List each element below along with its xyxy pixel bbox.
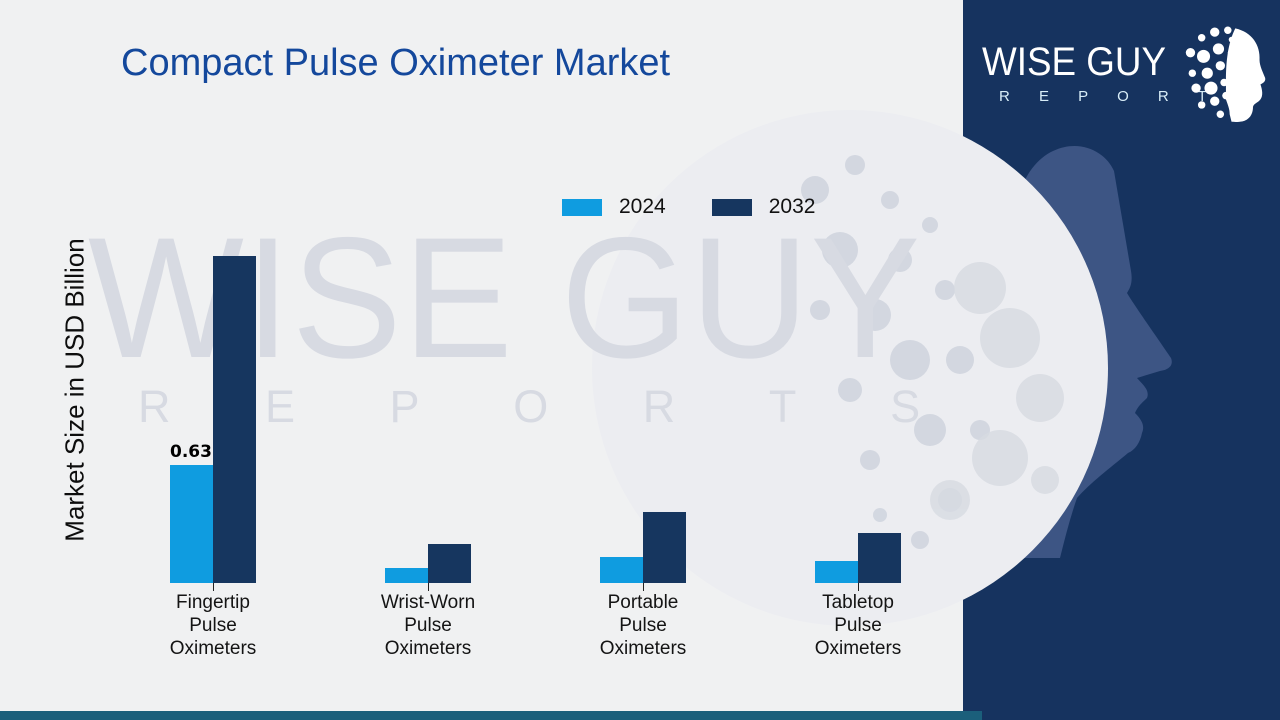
watermark-subtext: R E P O R T S	[138, 381, 962, 432]
bar-value-label: 0.63	[170, 442, 212, 462]
bar-group-3	[600, 512, 686, 583]
legend-item-2032[interactable]: 2032	[711, 195, 816, 219]
category-label-4: Tabletop Pulse Oximeters	[814, 592, 902, 659]
x-axis-tick	[428, 583, 429, 591]
bar-group-2	[385, 544, 471, 583]
bar-2032-category-2[interactable]	[428, 544, 471, 583]
dotted-head-profile-icon	[1185, 26, 1266, 122]
bar-2032-category-1[interactable]	[213, 256, 256, 583]
legend-label: 2032	[768, 195, 816, 218]
y-axis-label: Market Size in USD Billion	[59, 238, 90, 542]
chart-legend: 2024 2032	[562, 195, 815, 219]
bar-group-1: 0.63	[170, 256, 256, 583]
bar-2032-category-3[interactable]	[643, 512, 686, 583]
bar-2024-category-1[interactable]	[170, 465, 213, 583]
x-axis-tick	[858, 583, 859, 591]
bar-2024-category-2[interactable]	[385, 568, 428, 583]
legend-swatch-2024	[562, 198, 602, 216]
category-label-2: Wrist-Worn Pulse Oximeters	[380, 592, 476, 659]
legend-label: 2024	[619, 195, 666, 218]
x-axis-tick	[643, 583, 644, 591]
logo-subtext: R E P O R T S	[999, 88, 1259, 105]
footer-bar	[0, 711, 982, 720]
bar-2032-category-4[interactable]	[858, 533, 901, 583]
bar-2024-category-3[interactable]	[600, 557, 643, 583]
logo-wordmark: WISE GUY	[982, 40, 1167, 84]
legend-swatch-2032	[711, 198, 752, 216]
bar-group-4	[815, 533, 901, 583]
legend-item-2024[interactable]: 2024	[562, 195, 666, 219]
category-label-1: Fingertip Pulse Oximeters	[169, 592, 257, 659]
category-label-3: Portable Pulse Oximeters	[599, 592, 687, 659]
x-axis-tick	[213, 583, 214, 591]
page-title: Compact Pulse Oximeter Market	[121, 42, 671, 84]
watermark-dots-icon	[801, 155, 1064, 549]
bar-2024-category-4[interactable]	[815, 561, 858, 583]
